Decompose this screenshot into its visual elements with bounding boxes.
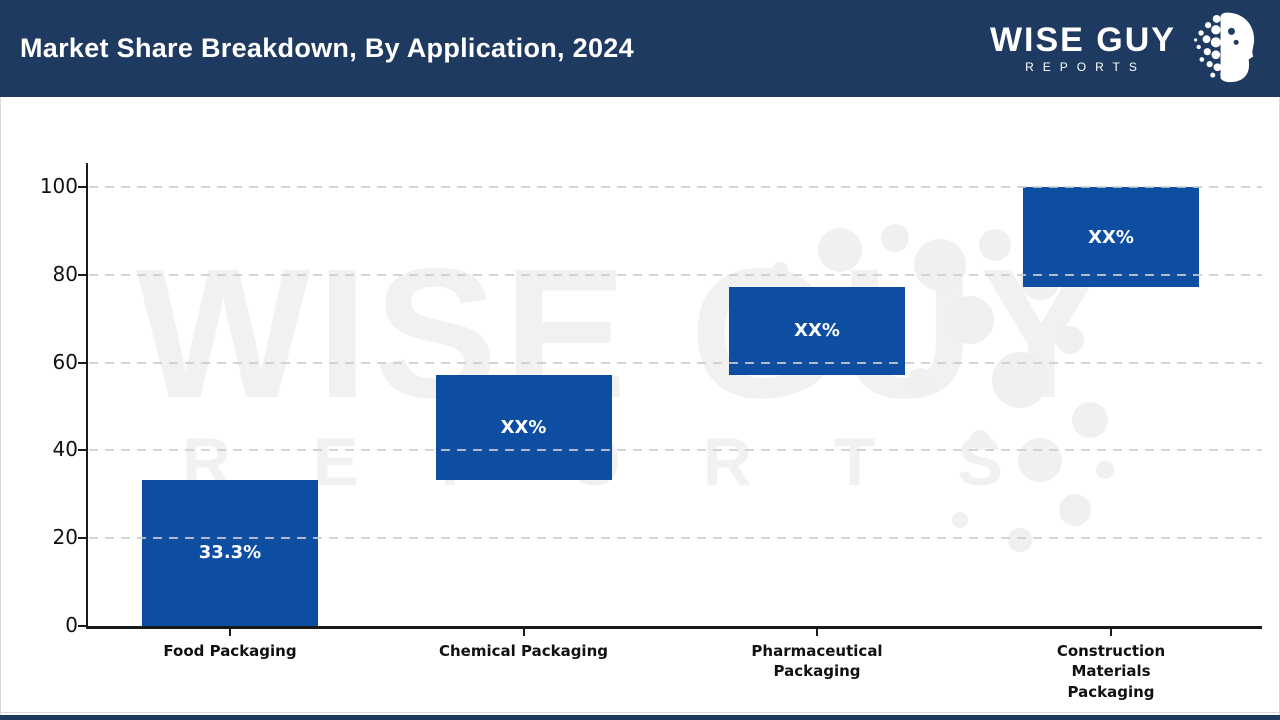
bar-segment: XX% [729,287,905,375]
x-tick-mark [522,629,525,636]
y-tick-label: 100 [39,174,78,198]
logo-wordmark: WISE GUY [989,21,1176,59]
y-tick-label: 40 [52,437,78,462]
bar-value-label: XX% [794,320,840,342]
x-tick-mark [229,629,231,636]
y-tick-label: 80 [52,261,78,286]
bar-segment: XX% [1023,187,1199,288]
left-edge-line [0,97,1,720]
y-tick-label: 60 [52,349,78,374]
x-tick-mark [1110,629,1112,636]
y-tick-mark [78,449,86,452]
bar-value-label: 33.3% [198,542,262,564]
gridline [89,449,1262,452]
gridline [89,537,1262,540]
y-tick-mark [78,625,86,627]
bar-value-label: XX% [500,416,547,438]
gridline [89,361,1262,364]
category-label: Construction Materials Packaging [1056,642,1166,701]
category-label: Chemical Packaging [438,642,608,660]
logo-subtext: REPORTS [1025,60,1146,74]
y-tick-mark [78,537,86,540]
y-tick-label: 0 [65,613,78,637]
bar-segment: 33.3% [142,479,318,626]
bar-value-label: XX% [1088,226,1134,248]
category-label: Pharmaceutical Packaging [751,642,883,681]
y-tick-mark [78,273,86,276]
logo-head-icon [1180,7,1258,91]
y-tick-mark [78,361,86,364]
category-label: Food Packaging [163,642,297,660]
x-tick-mark [816,629,818,636]
y-axis-line [86,163,88,628]
x-axis-line [86,626,1262,629]
y-tick-label: 20 [52,525,78,550]
footer-bar [0,715,1280,720]
gridline [89,273,1262,276]
bar-segment: XX% [435,374,612,480]
wise-guy-logo: WISE GUY REPORTS [990,7,1258,91]
page-title: Market Share Breakdown, By Application, … [20,33,634,63]
bottom-hairline [0,712,1280,713]
header-bar: Market Share Breakdown, By Application, … [0,0,1280,97]
gridline [89,186,1262,188]
logo-wordmark-block: WISE GUY REPORTS [990,23,1176,74]
y-tick-mark [78,186,86,188]
